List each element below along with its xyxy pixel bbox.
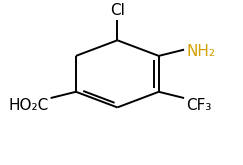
Text: NH₂: NH₂ (186, 44, 215, 59)
Text: HO₂C: HO₂C (8, 98, 48, 113)
Text: CF₃: CF₃ (186, 98, 212, 113)
Text: Cl: Cl (110, 3, 125, 18)
